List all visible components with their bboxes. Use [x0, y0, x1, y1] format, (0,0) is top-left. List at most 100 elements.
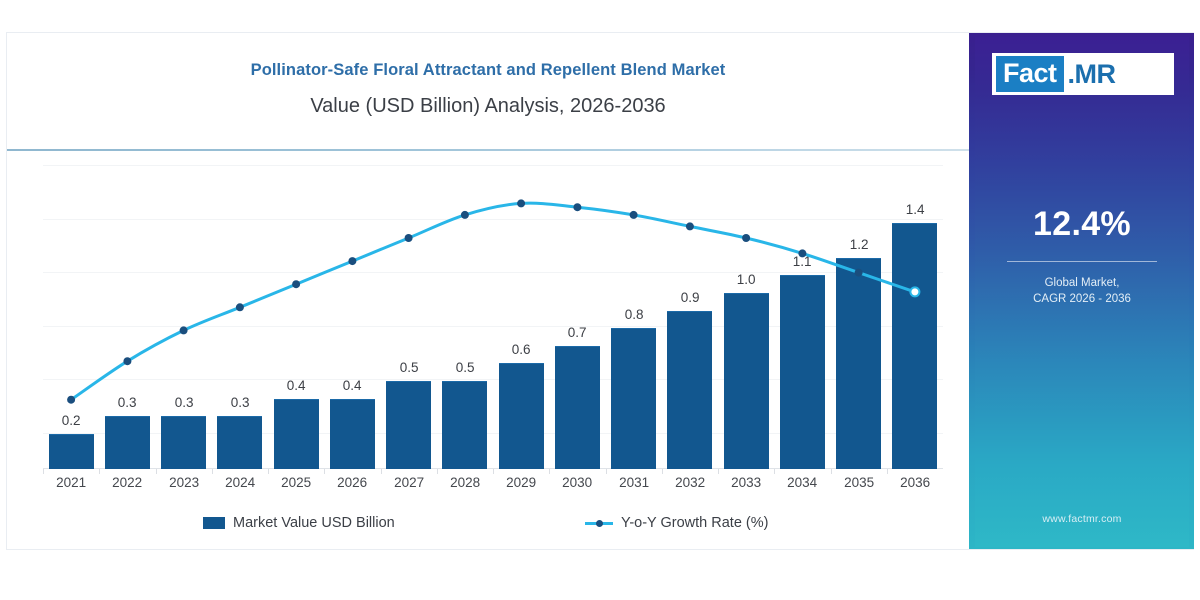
x-tick [381, 469, 382, 474]
x-tick [606, 469, 607, 474]
bar-2032[interactable] [667, 311, 712, 469]
bar-value-label: 0.3 [174, 395, 194, 410]
line-marker-2034[interactable] [798, 249, 807, 258]
plot-canvas: 0.2 0.3 0.3 0.3 0.4 0.4 0.5 0.5 0.6 0.7 0.8 0.9 1.0 1… [43, 161, 943, 474]
x-axis-label-2036: 2036 [900, 475, 931, 490]
cagr-note-line-2: CAGR 2026 - 2036 [1033, 293, 1131, 305]
x-axis-label-2027: 2027 [394, 475, 425, 490]
bar-value-label: 1.4 [905, 202, 925, 217]
line-marker-2035[interactable] [854, 268, 863, 277]
bar-value-label: 0.3 [117, 395, 137, 410]
x-tick [268, 469, 269, 474]
growth-rate-line [69, 201, 917, 402]
bar-value-label: 1.1 [792, 254, 812, 269]
gridline [43, 165, 943, 166]
sidebar-gradient-panel: Fact .MR 12.4% Global Market, CAGR 2026 … [975, 37, 1189, 547]
bar-2036[interactable] [892, 223, 937, 469]
gridline [43, 379, 943, 380]
gridline [43, 219, 943, 220]
plot-area: 0.2 0.3 0.3 0.3 0.4 0.4 0.5 0.5 0.6 0.7 0.8 0.9 1.0 1… [7, 153, 969, 549]
factmr-logo[interactable]: Fact .MR [992, 53, 1174, 95]
bar-value-label: 0.5 [399, 360, 419, 375]
legend-item-market-value[interactable]: Market Value USD Billion [203, 515, 395, 531]
growth-rate-line-series [67, 199, 921, 404]
x-tick [437, 469, 438, 474]
x-tick [324, 469, 325, 474]
x-axis-label-2033: 2033 [731, 475, 762, 490]
line-marker-2027[interactable] [404, 234, 413, 242]
bar-2031[interactable] [611, 328, 656, 469]
brand-sidebar: Fact .MR 12.4% Global Market, CAGR 2026 … [969, 33, 1194, 549]
x-tick [493, 469, 494, 474]
bar-value-label: 0.7 [567, 325, 587, 340]
x-tick [212, 469, 213, 474]
line-marker-2030[interactable] [573, 203, 582, 212]
line-marker-2029[interactable] [517, 199, 526, 208]
line-marker-2022[interactable] [123, 357, 132, 366]
bar-2023[interactable] [161, 416, 206, 469]
bar-2024[interactable] [217, 416, 262, 469]
x-tick [662, 469, 663, 474]
x-axis-label-2025: 2025 [281, 475, 312, 490]
bar-2028[interactable] [442, 381, 487, 469]
x-axis-label-2035: 2035 [844, 475, 875, 490]
bar-2030[interactable] [555, 346, 600, 469]
legend-line-swatch-icon [585, 518, 613, 528]
line-marker-2023[interactable] [179, 326, 188, 335]
chart-legend: Market Value USD Billion Y-o-Y Growth Ra… [7, 511, 969, 545]
cagr-divider [1007, 261, 1157, 262]
x-tick [549, 469, 550, 474]
x-axis-label-2030: 2030 [562, 475, 593, 490]
gridline [43, 326, 943, 327]
x-axis-label-2031: 2031 [619, 475, 650, 490]
x-axis-label-2021: 2021 [56, 475, 87, 490]
x-axis-line [43, 468, 943, 469]
x-tick [718, 469, 719, 474]
chart-subtitle: Value (USD Billion) Analysis, 2026-2036 [310, 95, 666, 117]
bar-2026[interactable] [330, 399, 375, 469]
bar-value-label: 0.4 [286, 378, 306, 393]
line-marker-2036[interactable] [909, 286, 921, 298]
bar-value-label: 1.0 [736, 272, 756, 287]
bar-2022[interactable] [105, 416, 150, 469]
line-marker-2024[interactable] [235, 303, 244, 312]
chart-card: Pollinator-Safe Floral Attractant and Re… [6, 32, 1194, 550]
cagr-note: Global Market, CAGR 2026 - 2036 [975, 275, 1189, 307]
x-axis-label-2024: 2024 [225, 475, 256, 490]
bar-2027[interactable] [386, 381, 431, 469]
bar-2035[interactable] [836, 258, 881, 469]
line-marker-2032[interactable] [685, 222, 694, 231]
x-axis-label-2034: 2034 [787, 475, 818, 490]
bar-value-label: 0.9 [680, 290, 700, 305]
line-marker-2028[interactable] [460, 210, 469, 219]
line-marker-2026[interactable] [348, 257, 357, 266]
bar-2029[interactable] [499, 363, 544, 469]
legend-label-growth-rate: Y-o-Y Growth Rate (%) [621, 515, 769, 531]
x-tick [774, 469, 775, 474]
line-marker-2033[interactable] [742, 234, 751, 242]
bar-value-label: 0.4 [342, 378, 362, 393]
line-marker-2025[interactable] [292, 280, 301, 289]
legend-label-market-value: Market Value USD Billion [233, 515, 395, 531]
line-marker-2021[interactable] [67, 395, 76, 404]
bar-2033[interactable] [724, 293, 769, 469]
x-axis-label-2029: 2029 [506, 475, 537, 490]
legend-item-growth-rate[interactable]: Y-o-Y Growth Rate (%) [585, 515, 768, 531]
bar-value-label: 0.3 [230, 395, 250, 410]
x-axis-label-2022: 2022 [112, 475, 143, 490]
header-divider [7, 149, 969, 151]
bar-2034[interactable] [780, 275, 825, 469]
logo-fact-text: Fact [996, 56, 1064, 92]
bar-value-label: 0.2 [61, 413, 81, 428]
x-axis-labels: 2021 2022 2023 2024 2025 2026 2027 2028 2029 2030… [43, 475, 943, 499]
x-tick [831, 469, 832, 474]
x-tick [99, 469, 100, 474]
bar-2021[interactable] [49, 434, 94, 469]
bar-2025[interactable] [274, 399, 319, 469]
x-axis-label-2023: 2023 [169, 475, 200, 490]
line-marker-2031[interactable] [629, 210, 638, 219]
bar-value-label: 0.6 [511, 342, 531, 357]
x-axis-label-2028: 2028 [450, 475, 481, 490]
cagr-value: 12.4% [1033, 205, 1131, 243]
